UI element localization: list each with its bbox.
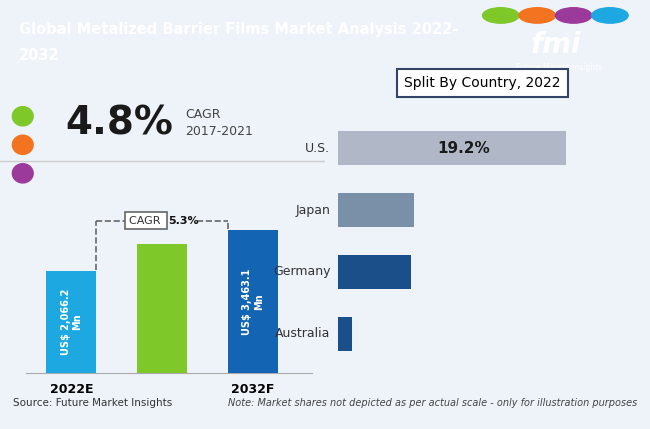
Text: Source: Future Market Insights: Source: Future Market Insights — [13, 398, 172, 408]
Text: 5.3%: 5.3% — [168, 216, 199, 226]
Text: Split By Country, 2022: Split By Country, 2022 — [404, 76, 561, 90]
Bar — [338, 131, 566, 165]
Bar — [228, 230, 278, 373]
Text: U.S.: U.S. — [306, 142, 330, 155]
Circle shape — [12, 135, 33, 154]
Circle shape — [519, 8, 555, 23]
Bar — [338, 193, 414, 227]
Bar — [338, 255, 411, 289]
Text: Global Metalized Barrier Films Market Analysis 2022-: Global Metalized Barrier Films Market An… — [19, 22, 458, 37]
Text: 19.2%: 19.2% — [437, 141, 489, 156]
Circle shape — [12, 107, 33, 126]
Circle shape — [482, 8, 519, 23]
Circle shape — [592, 8, 628, 23]
Text: US$ 3,463.1
Mn: US$ 3,463.1 Mn — [242, 268, 264, 335]
Circle shape — [12, 164, 33, 183]
Text: Future Market Insights: Future Market Insights — [516, 63, 602, 73]
Text: 4.8%: 4.8% — [65, 105, 173, 143]
Text: fmi: fmi — [530, 31, 580, 59]
Text: 2017-2021: 2017-2021 — [185, 125, 253, 138]
Text: Australia: Australia — [275, 327, 330, 340]
Text: Germany: Germany — [273, 266, 330, 278]
Text: 2032: 2032 — [19, 48, 59, 63]
Bar — [338, 317, 352, 351]
Text: CAGR: CAGR — [129, 216, 164, 226]
Text: Japan: Japan — [296, 203, 330, 217]
Text: Note: Market shares not depicted as per actual scale - only for illustration pur: Note: Market shares not depicted as per … — [227, 398, 637, 408]
Circle shape — [555, 8, 592, 23]
Bar — [137, 244, 187, 373]
Text: CAGR: CAGR — [185, 108, 221, 121]
Text: US$ 2,066.2
Mn: US$ 2,066.2 Mn — [60, 289, 82, 355]
Bar — [46, 271, 96, 373]
